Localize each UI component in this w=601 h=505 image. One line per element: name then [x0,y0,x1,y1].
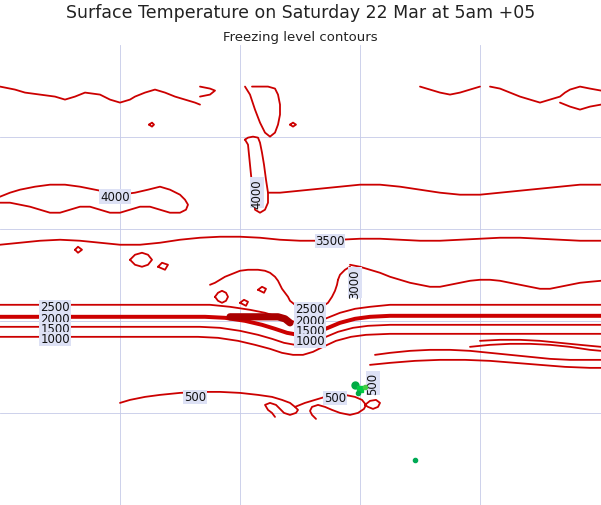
Text: 1500: 1500 [295,325,325,338]
Text: 1000: 1000 [40,333,70,345]
Text: Freezing level contours: Freezing level contours [223,31,378,44]
Text: 1000: 1000 [295,335,325,347]
Text: 2000: 2000 [295,315,325,328]
Text: 4000: 4000 [251,179,263,208]
Text: 4000: 4000 [100,191,130,204]
Text: 500: 500 [367,372,379,394]
Text: 500: 500 [184,391,206,403]
Text: 2500: 2500 [40,300,70,314]
Text: 3500: 3500 [316,235,345,248]
Text: 500: 500 [324,391,346,405]
Text: 1500: 1500 [40,323,70,336]
Text: Surface Temperature on Saturday 22 Mar at 5am +05: Surface Temperature on Saturday 22 Mar a… [66,4,535,22]
Text: 3000: 3000 [349,269,361,298]
Text: 2000: 2000 [40,313,70,326]
Text: 2500: 2500 [295,302,325,316]
